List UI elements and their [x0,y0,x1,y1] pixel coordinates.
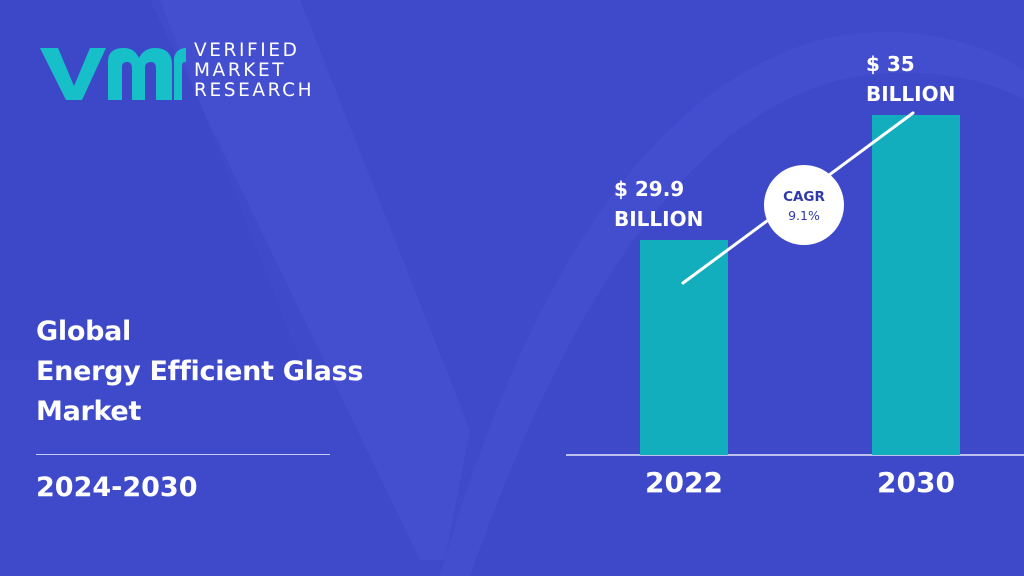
market-title: Global Energy Efficient Glass Market [36,312,416,432]
logo-text-line-3: RESEARCH [194,80,315,101]
value-label-2022-line-1: $ 29.9 [614,177,684,201]
value-label-2030-line-2: BILLION [866,82,955,106]
cagr-circle [764,165,844,245]
title-line-2: Energy Efficient Glass [36,356,364,387]
forecast-period: 2024-2030 [36,472,198,503]
bar-2030 [872,115,960,455]
category-label-2022: 2022 [645,466,723,499]
company-logo: VERIFIED MARKET RESEARCH [36,40,326,104]
logo-text-line-1: VERIFIED [194,40,300,61]
title-line-1: Global [36,316,131,347]
value-label-2030-line-1: $ 35 [866,52,915,76]
bar-2022 [640,240,728,455]
cagr-badge: CAGR 9.1% [764,165,844,245]
category-label-2030: 2030 [877,466,955,499]
vmr-logo-icon [40,48,186,100]
logo-text-line-2: MARKET [194,60,287,81]
cagr-value: 9.1% [788,208,820,223]
title-line-3: Market [36,396,142,427]
title-divider [36,454,330,455]
cagr-label: CAGR [783,189,825,205]
value-label-2022-line-2: BILLION [614,207,703,231]
